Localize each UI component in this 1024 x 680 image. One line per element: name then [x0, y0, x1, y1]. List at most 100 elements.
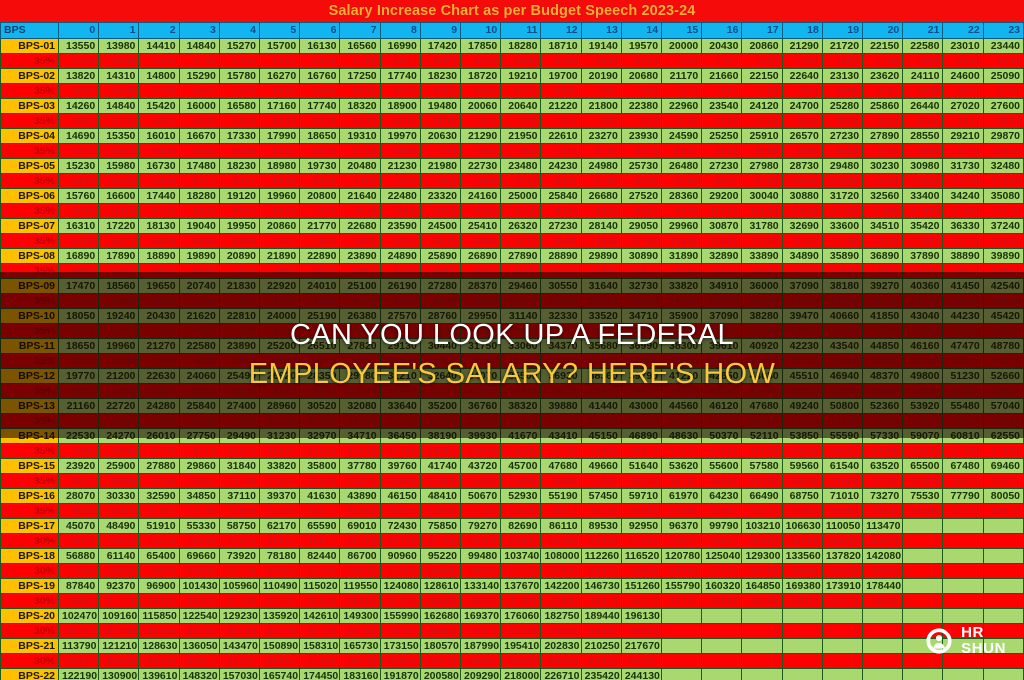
cell-value[interactable]: 22720	[98, 398, 140, 414]
cell-value[interactable]: 31750	[460, 338, 502, 354]
cell-value[interactable]: 19770	[57, 368, 100, 384]
cell-value[interactable]: 22530	[57, 428, 100, 444]
cell-value[interactable]: 13980	[98, 38, 140, 54]
cell-percent-value[interactable]: 7868	[379, 203, 421, 219]
cell-percent-value[interactable]: 7067	[580, 83, 622, 99]
cell-value[interactable]: 44560	[661, 398, 703, 414]
cell-value[interactable]: 15230	[57, 158, 100, 174]
cell-percent-value[interactable]: 18431	[982, 383, 1024, 399]
cell-value[interactable]: 21200	[98, 368, 140, 384]
cell-value[interactable]: 150890	[259, 638, 301, 654]
header-cell-stage-21[interactable]: 21	[902, 22, 944, 39]
cell-value[interactable]: 22680	[339, 218, 381, 234]
cell-value[interactable]: 35680	[580, 338, 622, 354]
cell-percent-value[interactable]: 4837	[57, 83, 100, 99]
cell-percent-value[interactable]: 7903	[902, 53, 944, 69]
cell-value[interactable]: 39610	[701, 338, 743, 354]
cell-percent-value[interactable]: 21284	[942, 443, 984, 459]
cell-value[interactable]: 31890	[661, 248, 703, 264]
cell-percent-value[interactable]: 13367	[419, 443, 462, 459]
cell-percent-value[interactable]: 6552	[460, 83, 502, 99]
row-label-percent[interactable]: 30%	[0, 563, 59, 579]
cell-value[interactable]: 29480	[821, 158, 864, 174]
cell-value[interactable]: 32560	[862, 188, 904, 204]
cell-percent-value[interactable]: 8495	[98, 443, 140, 459]
cell-percent-value[interactable]: 36363	[98, 653, 140, 669]
cell-empty[interactable]	[741, 638, 783, 654]
row-label-percent[interactable]: 30%	[0, 653, 59, 669]
cell-percent-value[interactable]: 13398	[741, 323, 783, 339]
cell-value[interactable]: 36990	[620, 338, 663, 354]
header-cell-stage-7[interactable]: 7	[339, 22, 381, 39]
cell-value[interactable]: 14310	[98, 68, 140, 84]
cell-empty[interactable]	[701, 668, 743, 680]
cell-percent-value[interactable]: 18526	[500, 503, 542, 519]
cell-value[interactable]: 21290	[781, 38, 823, 54]
cell-value[interactable]: 71010	[821, 488, 864, 504]
cell-value[interactable]: 17250	[339, 68, 381, 84]
cell-value[interactable]: 39880	[540, 398, 582, 414]
cell-empty[interactable]	[982, 563, 1024, 579]
cell-percent-value[interactable]: 7406	[57, 413, 100, 429]
cell-percent-value[interactable]: 28566	[419, 563, 462, 579]
cell-percent-value[interactable]: 7452	[781, 53, 823, 69]
cell-percent-value[interactable]: 12198	[178, 503, 220, 519]
cell-value[interactable]: 21770	[299, 218, 341, 234]
cell-empty[interactable]	[661, 653, 703, 669]
cell-percent-value[interactable]: 9531	[821, 143, 864, 159]
cell-percent-value[interactable]: 11571	[500, 353, 542, 369]
cell-percent-value[interactable]: 19620	[138, 563, 180, 579]
cell-value[interactable]: 30520	[299, 398, 341, 414]
header-cell-stage-1[interactable]: 1	[98, 22, 140, 39]
cell-value[interactable]: 29860	[178, 458, 220, 474]
cell-value[interactable]: 43890	[339, 488, 381, 504]
cell-value[interactable]: 43410	[540, 428, 582, 444]
cell-percent-value[interactable]: 7021	[460, 113, 502, 129]
cell-value[interactable]: 24890	[379, 248, 421, 264]
cell-percent-value[interactable]: 5397	[138, 113, 180, 129]
cell-percent-value[interactable]: 10581	[862, 173, 904, 189]
cell-value[interactable]: 42540	[982, 278, 1024, 294]
cell-value[interactable]: 13820	[57, 68, 100, 84]
cell-value[interactable]: 24700	[781, 98, 823, 114]
cell-percent-value[interactable]: 29070	[138, 593, 180, 609]
cell-percent-value[interactable]: 12926	[540, 383, 582, 399]
cell-value[interactable]: 55330	[178, 518, 220, 534]
row-label-bps-04[interactable]: BPS-04	[0, 128, 59, 144]
cell-value[interactable]: 16600	[98, 188, 140, 204]
cell-percent-value[interactable]: 5912	[57, 263, 100, 279]
cell-percent-value[interactable]: 21539	[821, 473, 864, 489]
cell-percent-value[interactable]: 26436	[902, 503, 944, 519]
cell-value[interactable]: 24120	[741, 98, 783, 114]
cell-percent-value[interactable]: 8218	[500, 173, 542, 189]
cell-percent-value[interactable]: 17234	[781, 413, 823, 429]
cell-value[interactable]: 128630	[138, 638, 180, 654]
cell-value[interactable]: 51910	[138, 518, 180, 534]
cell-value[interactable]: 29050	[620, 218, 663, 234]
cell-value[interactable]: 40360	[902, 278, 944, 294]
cell-value[interactable]: 15760	[57, 188, 100, 204]
cell-value[interactable]: 36890	[862, 248, 904, 264]
cell-percent-value[interactable]: 28911	[661, 533, 703, 549]
cell-percent-value[interactable]: 20066	[862, 443, 904, 459]
cell-percent-value[interactable]: 15239	[821, 353, 864, 369]
cell-value[interactable]: 14410	[138, 38, 180, 54]
cell-value[interactable]: 40920	[741, 338, 783, 354]
cell-percent-value[interactable]: 8162	[419, 203, 462, 219]
row-label-bps-12[interactable]: BPS-12	[0, 368, 59, 384]
cell-percent-value[interactable]: 11732	[580, 323, 622, 339]
cell-percent-value[interactable]: 12278	[982, 203, 1024, 219]
cell-percent-value[interactable]: 24854	[821, 503, 864, 519]
cell-value[interactable]: 17330	[218, 128, 261, 144]
row-label-percent[interactable]: 35%	[0, 143, 59, 159]
cell-value[interactable]: 23590	[379, 218, 421, 234]
cell-percent-value[interactable]: 6528	[57, 353, 100, 369]
cell-percent-value[interactable]: 9660	[982, 113, 1024, 129]
cell-value[interactable]: 19240	[98, 308, 140, 324]
cell-percent-value[interactable]: 9531	[701, 173, 743, 189]
cell-empty[interactable]	[942, 623, 984, 639]
cell-value[interactable]: 26380	[339, 308, 381, 324]
cell-value[interactable]: 16010	[138, 128, 180, 144]
cell-value[interactable]: 21830	[218, 278, 261, 294]
cell-percent-value[interactable]: 13815	[781, 323, 823, 339]
